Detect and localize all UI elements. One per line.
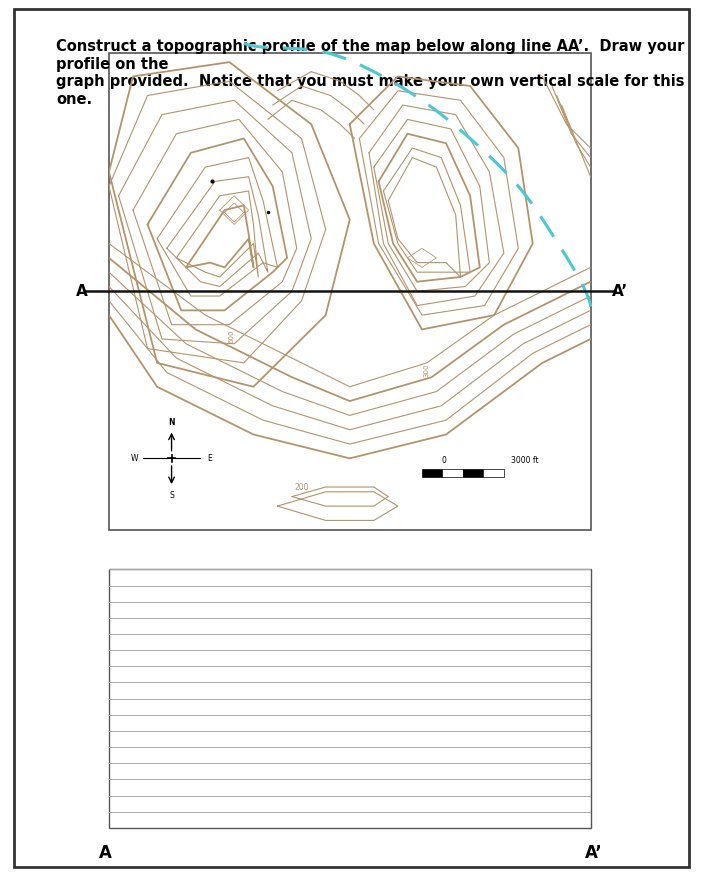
FancyBboxPatch shape — [463, 469, 484, 477]
Text: S: S — [169, 491, 174, 500]
FancyBboxPatch shape — [422, 469, 442, 477]
Text: E: E — [207, 454, 212, 463]
Text: 3000 ft: 3000 ft — [511, 456, 538, 465]
Text: A’: A’ — [612, 284, 628, 299]
Bar — [109, 569, 591, 828]
Text: N: N — [168, 418, 175, 427]
Text: A: A — [75, 284, 87, 299]
Text: A’: A’ — [585, 844, 603, 862]
Text: 0: 0 — [441, 456, 446, 465]
Text: 300: 300 — [424, 364, 430, 377]
FancyBboxPatch shape — [442, 469, 463, 477]
Bar — [109, 53, 591, 530]
Text: W: W — [130, 454, 138, 463]
Text: Construct a topographic profile of the map below along line AA’.  Draw your prof: Construct a topographic profile of the m… — [56, 39, 685, 107]
Text: 200: 200 — [295, 483, 309, 491]
Text: 600: 600 — [228, 330, 235, 343]
Text: A: A — [99, 844, 112, 862]
FancyBboxPatch shape — [484, 469, 504, 477]
